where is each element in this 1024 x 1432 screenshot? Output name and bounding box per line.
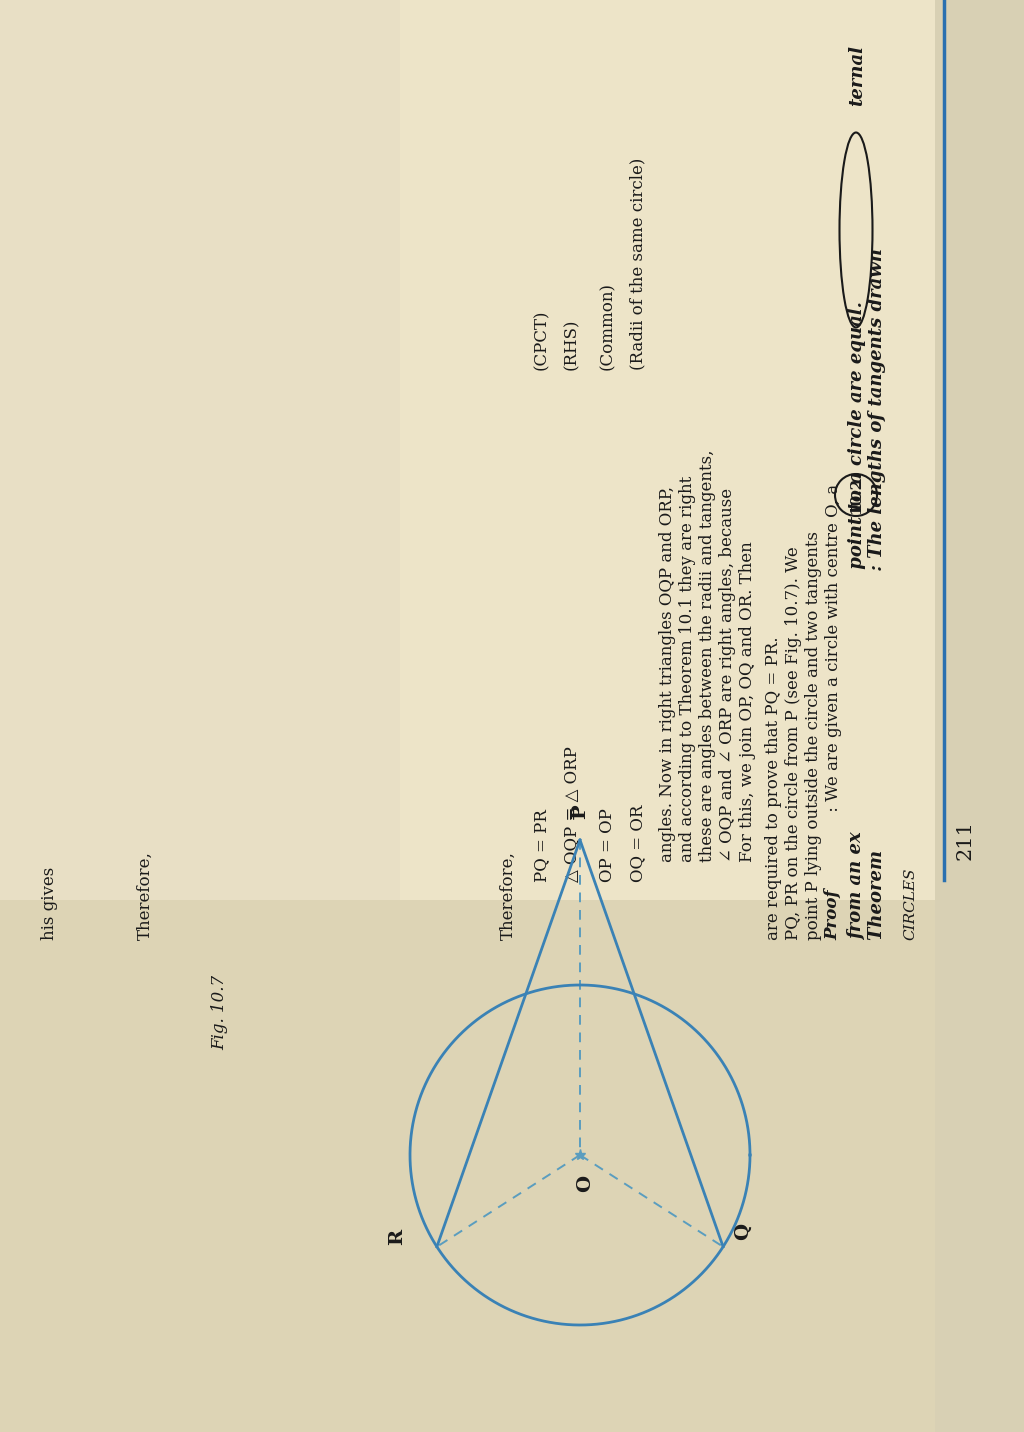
Text: (CPCT): (CPCT) [534, 309, 551, 369]
Text: Proof: Proof [824, 889, 842, 939]
Text: from an ex: from an ex [848, 832, 866, 939]
Text: PQ, PR on the circle from P (see Fig. 10.7). We: PQ, PR on the circle from P (see Fig. 10… [784, 546, 802, 939]
Text: PQ = PR: PQ = PR [534, 809, 551, 882]
Text: OP = OP: OP = OP [599, 808, 616, 882]
Text: R: R [388, 1229, 406, 1244]
Bar [400, 0, 935, 899]
Text: Therefore,: Therefore, [500, 851, 516, 939]
Text: are required to prove that PQ = PR.: are required to prove that PQ = PR. [765, 636, 781, 939]
Text: Fig. 10.7: Fig. 10.7 [212, 975, 228, 1050]
Text: Therefore,: Therefore, [136, 851, 154, 939]
Text: and according to Theorem 10.1 they are right: and according to Theorem 10.1 they are r… [680, 475, 696, 862]
Text: For this, we join OP, OQ and OR. Then: For this, we join OP, OQ and OR. Then [739, 541, 757, 862]
Text: (Radii of the same circle): (Radii of the same circle) [630, 158, 646, 369]
Text: ternal: ternal [848, 44, 866, 106]
Bar [0, 899, 935, 1432]
Text: : We are given a circle with centre O, a: : We are given a circle with centre O, a [824, 484, 842, 818]
Text: : The lengths of tangents drawn: : The lengths of tangents drawn [868, 248, 886, 577]
Text: Theorem: Theorem [868, 843, 886, 939]
Text: O: O [575, 1174, 594, 1191]
Text: OQ = OR: OQ = OR [630, 805, 646, 882]
Text: (Common): (Common) [599, 282, 616, 369]
Text: these are angles between the radii and tangents,: these are angles between the radii and t… [699, 450, 717, 862]
Text: Q: Q [734, 1223, 752, 1240]
Text: his gives: his gives [42, 866, 58, 939]
Text: 211: 211 [955, 821, 975, 861]
Text: P: P [571, 805, 589, 819]
Text: angles. Now in right triangles OQP and ORP,: angles. Now in right triangles OQP and O… [659, 485, 677, 862]
Text: point P lying outside the circle and two tangents: point P lying outside the circle and two… [805, 531, 821, 939]
Text: 10.2: 10.2 [849, 477, 863, 514]
Bar [0, 0, 400, 899]
Text: △ OQP ≡ △ ORP: △ OQP ≡ △ ORP [563, 746, 581, 882]
Text: (RHS): (RHS) [563, 318, 581, 369]
Text: CIRCLES: CIRCLES [903, 868, 918, 939]
Text: ∠ OQP and ∠ ORP are right angles, because: ∠ OQP and ∠ ORP are right angles, becaus… [720, 488, 736, 862]
Text: point to a circle are equal.: point to a circle are equal. [848, 301, 866, 576]
